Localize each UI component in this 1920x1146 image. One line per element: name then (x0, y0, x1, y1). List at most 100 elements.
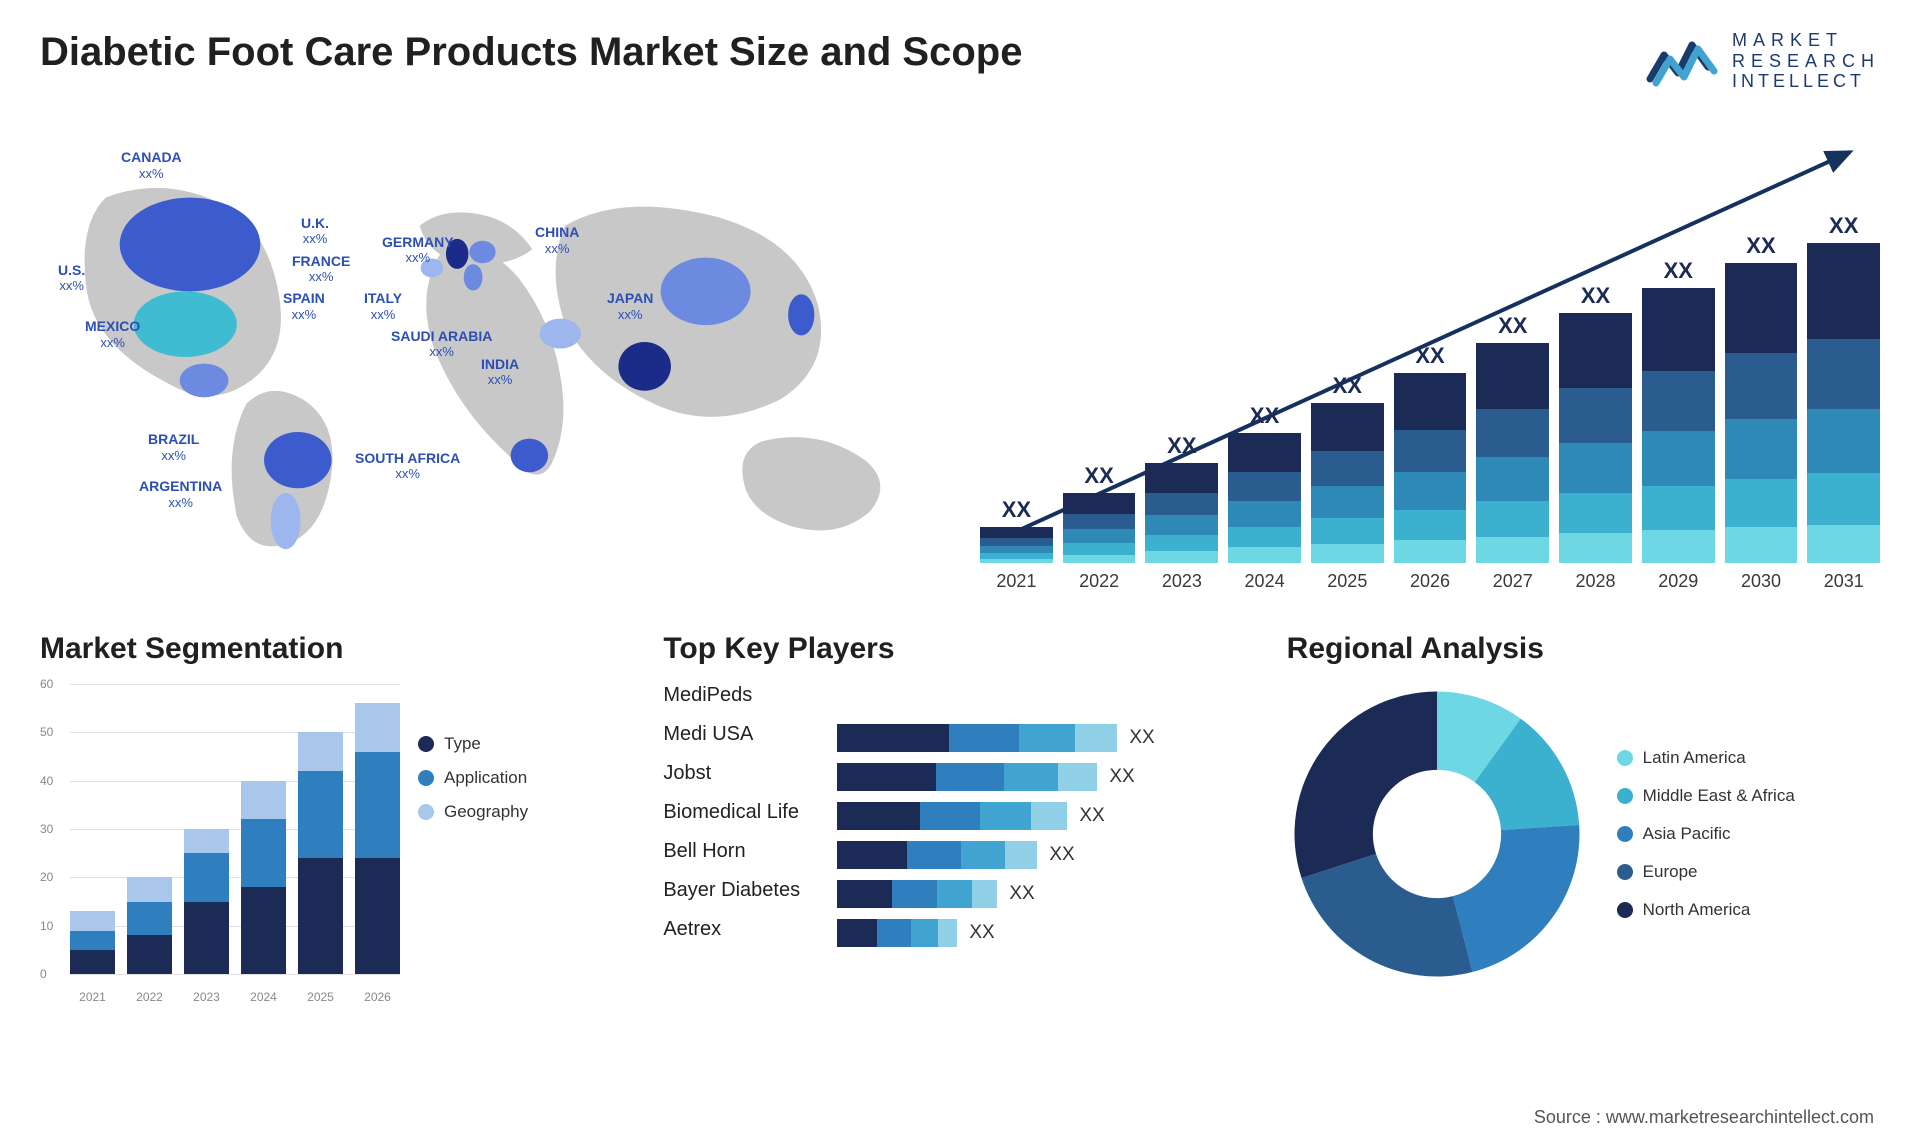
page-title: Diabetic Foot Care Products Market Size … (40, 30, 1022, 75)
player-bar-row: XX (837, 724, 1256, 752)
world-map-block: CANADAxx%U.S.xx%MEXICOxx%BRAZILxx%ARGENT… (40, 122, 940, 592)
player-bar-row: XX (837, 880, 1256, 908)
regional-title: Regional Analysis (1287, 632, 1880, 666)
segmentation-title: Market Segmentation (40, 632, 633, 666)
legend-item: Asia Pacific (1617, 824, 1795, 844)
forecast-value-label: XX (1829, 213, 1858, 239)
legend-item: Latin America (1617, 748, 1795, 768)
seg-bar (355, 703, 400, 974)
legend-item: Middle East & Africa (1617, 786, 1795, 806)
player-name: MediPeds (663, 684, 823, 707)
map-label: SPAINxx% (283, 291, 325, 322)
seg-xlabel: 2024 (241, 990, 286, 1004)
forecast-year-label: 2030 (1741, 571, 1781, 592)
seg-ytick: 0 (40, 967, 47, 981)
forecast-value-label: XX (1333, 373, 1362, 399)
logo-icon (1646, 33, 1718, 89)
forecast-bar: XX2022 (1063, 463, 1136, 592)
forecast-value-label: XX (1746, 233, 1775, 259)
logo-text-2: RESEARCH (1732, 51, 1880, 72)
map-label: U.S.xx% (58, 263, 85, 294)
donut-segment (1294, 692, 1437, 879)
forecast-year-label: 2026 (1410, 571, 1450, 592)
player-name: Biomedical Life (663, 801, 823, 824)
map-label: JAPANxx% (607, 291, 653, 322)
forecast-year-label: 2029 (1658, 571, 1698, 592)
seg-xlabel: 2021 (70, 990, 115, 1004)
forecast-bar: XX 2021 (980, 497, 1053, 592)
donut-segment (1301, 854, 1472, 977)
forecast-bar: XX2028 (1559, 283, 1632, 592)
forecast-year-label: 2021 (996, 571, 1036, 592)
regional-donut (1287, 684, 1587, 984)
player-value-label: XX (1109, 766, 1134, 788)
seg-xlabel: 2025 (298, 990, 343, 1004)
forecast-value-label: XX (1002, 497, 1031, 523)
player-name: Medi USA (663, 723, 823, 746)
regional-section: Regional Analysis Latin America Middle Ea… (1287, 632, 1880, 1062)
legend-item: Type (418, 734, 528, 754)
legend-item: Europe (1617, 862, 1795, 882)
seg-ytick: 60 (40, 677, 53, 691)
legend-item: Geography (418, 802, 528, 822)
players-title: Top Key Players (663, 632, 1256, 666)
seg-bar (241, 781, 286, 974)
player-value-label: XX (1079, 805, 1104, 827)
seg-ytick: 30 (40, 822, 53, 836)
player-bar-row: XX (837, 919, 1256, 947)
regional-legend: Latin America Middle East & Africa Asia Pa… (1617, 748, 1795, 920)
forecast-value-label: XX (1084, 463, 1113, 489)
seg-bar (70, 911, 115, 974)
player-value-label: XX (1009, 883, 1034, 905)
forecast-year-label: 2025 (1327, 571, 1367, 592)
player-name: Jobst (663, 762, 823, 785)
players-section: Top Key Players MediPeds Medi USA Jobst Bio… (663, 632, 1256, 1062)
seg-bar (298, 732, 343, 974)
logo-text-1: MARKET (1732, 30, 1880, 51)
seg-ytick: 10 (40, 919, 53, 933)
player-bar-row: XX (837, 841, 1256, 869)
seg-bar (184, 829, 229, 974)
map-label: CHINAxx% (535, 225, 579, 256)
forecast-bar: XX2023 (1145, 433, 1218, 592)
forecast-bar: XX 2025 (1311, 373, 1384, 592)
player-value-label: XX (969, 922, 994, 944)
map-label: MEXICOxx% (85, 319, 140, 350)
player-bar-row: XX (837, 802, 1256, 830)
legend-item: Application (418, 768, 528, 788)
map-label: ITALYxx% (364, 291, 402, 322)
map-label: SAUDI ARABIAxx% (391, 329, 492, 360)
forecast-year-label: 2028 (1575, 571, 1615, 592)
forecast-year-label: 2031 (1824, 571, 1864, 592)
map-label: SOUTH AFRICAxx% (355, 451, 460, 482)
seg-xlabel: 2026 (355, 990, 400, 1004)
donut-segment (1453, 825, 1580, 972)
player-name: Bell Horn (663, 840, 823, 863)
forecast-bar: XX2026 (1394, 343, 1467, 592)
player-names: MediPeds Medi USA Jobst Biomedical Life Bell… (663, 684, 823, 947)
map-label: U.K.xx% (301, 216, 329, 247)
brand-logo: MARKET RESEARCH INTELLECT (1646, 30, 1880, 92)
source-text: Source : www.marketresearchintellect.com (1534, 1107, 1874, 1128)
forecast-bar: XX 2024 (1228, 403, 1301, 592)
seg-ytick: 50 (40, 725, 53, 739)
map-label: CANADAxx% (121, 150, 182, 181)
player-value-label: XX (1129, 727, 1154, 749)
map-label: GERMANYxx% (382, 235, 454, 266)
forecast-chart: XX2021XX2022XX2023XX2024XX2025XX2026XX20… (980, 122, 1880, 592)
player-value-label: XX (1049, 844, 1074, 866)
forecast-bar: XX 2030 (1725, 233, 1798, 592)
header: Diabetic Foot Care Products Market Size … (40, 30, 1880, 92)
forecast-bar: XX2027 (1476, 313, 1549, 592)
player-bars: XXXXXXXXXXXX (837, 684, 1256, 947)
seg-ytick: 20 (40, 870, 53, 884)
bottom-row: Market Segmentation 20212022202320242025… (40, 632, 1880, 1062)
map-label: ARGENTINAxx% (139, 479, 222, 510)
player-name: Bayer Diabetes (663, 879, 823, 902)
world-map: CANADAxx%U.S.xx%MEXICOxx%BRAZILxx%ARGENT… (40, 122, 940, 592)
forecast-bar: XX 2031 (1807, 213, 1880, 592)
seg-bar (127, 877, 172, 974)
forecast-value-label: XX (1250, 403, 1279, 429)
segmentation-section: Market Segmentation 20212022202320242025… (40, 632, 633, 1062)
forecast-year-label: 2024 (1245, 571, 1285, 592)
